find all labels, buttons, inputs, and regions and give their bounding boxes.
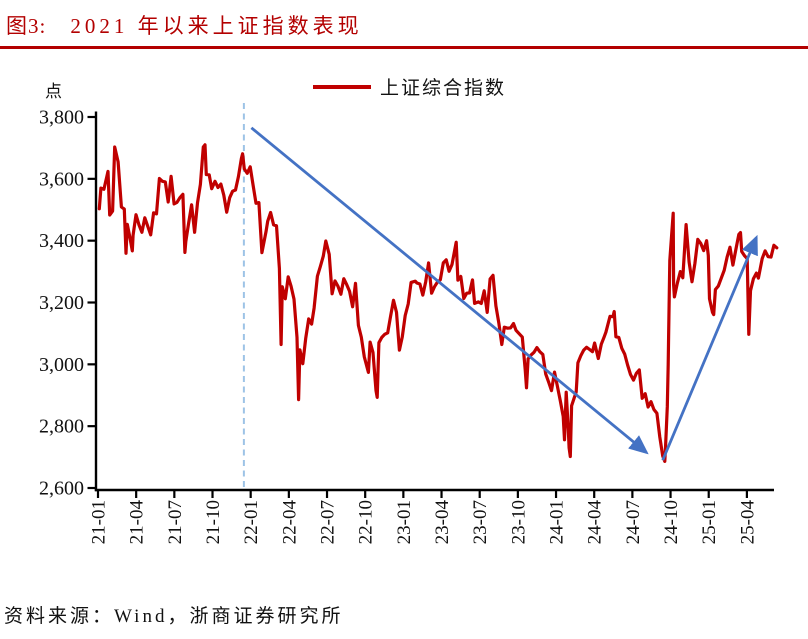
x-tick-label: 22-01: [241, 500, 262, 544]
x-tick-label: 23-10: [508, 500, 529, 544]
y-axis-unit-label: 点: [45, 82, 62, 101]
source-note: 资料来源：Wind，浙商证券研究所: [4, 606, 344, 627]
x-tick-label: 22-10: [356, 500, 377, 544]
downtrend-arrow: [250, 126, 649, 455]
x-tick-label: 23-07: [470, 500, 491, 544]
x-tick-label: 21-10: [203, 500, 224, 544]
y-tick-label: 3,400: [39, 230, 84, 252]
y-tick-label: 3,600: [39, 168, 84, 190]
figure-title: 2021 年以来上证指数表现: [70, 14, 363, 38]
figure-title-row: 图3: 2021 年以来上证指数表现: [6, 10, 363, 40]
x-tick-label: 21-04: [127, 500, 148, 545]
index-series-group: [97, 143, 779, 463]
x-tick-label: 24-01: [547, 500, 568, 544]
y-tick-label: 2,800: [39, 416, 84, 438]
x-tick-label: 24-04: [585, 500, 606, 545]
x-tick-label: 22-07: [318, 500, 339, 544]
y-tick-label: 3,200: [39, 292, 84, 314]
y-axis-ticks: 3,800 3,600 3,400 3,200 3,000 2,800 2,600: [39, 107, 96, 500]
y-tick-label: 2,600: [39, 478, 84, 500]
figure-number-label: 图3:: [6, 14, 47, 38]
x-tick-label: 22-04: [279, 500, 300, 545]
y-tick-label: 3,800: [39, 107, 84, 129]
title-divider-rule: [0, 46, 808, 49]
x-tick-label: 25-01: [699, 500, 720, 544]
index-line: [97, 143, 779, 463]
x-tick-label: 25-04: [737, 500, 758, 545]
x-tick-label: 23-01: [394, 500, 415, 544]
y-tick-label: 3,000: [39, 354, 84, 376]
x-tick-label: 21-07: [165, 500, 186, 544]
legend: 上证综合指数: [313, 77, 506, 99]
legend-label: 上证综合指数: [380, 77, 506, 99]
trend-arrows-group: [250, 126, 758, 461]
x-tick-label: 21-01: [89, 500, 110, 544]
uptrend-arrow: [661, 234, 758, 461]
x-tick-label: 23-04: [432, 500, 453, 545]
x-tick-label: 24-10: [661, 500, 682, 544]
x-tick-label: 24-07: [623, 500, 644, 544]
x-axis-ticks: 21-01 21-04 21-07 21-10 22-01 22-04 22-07 22-10…: [89, 490, 758, 545]
